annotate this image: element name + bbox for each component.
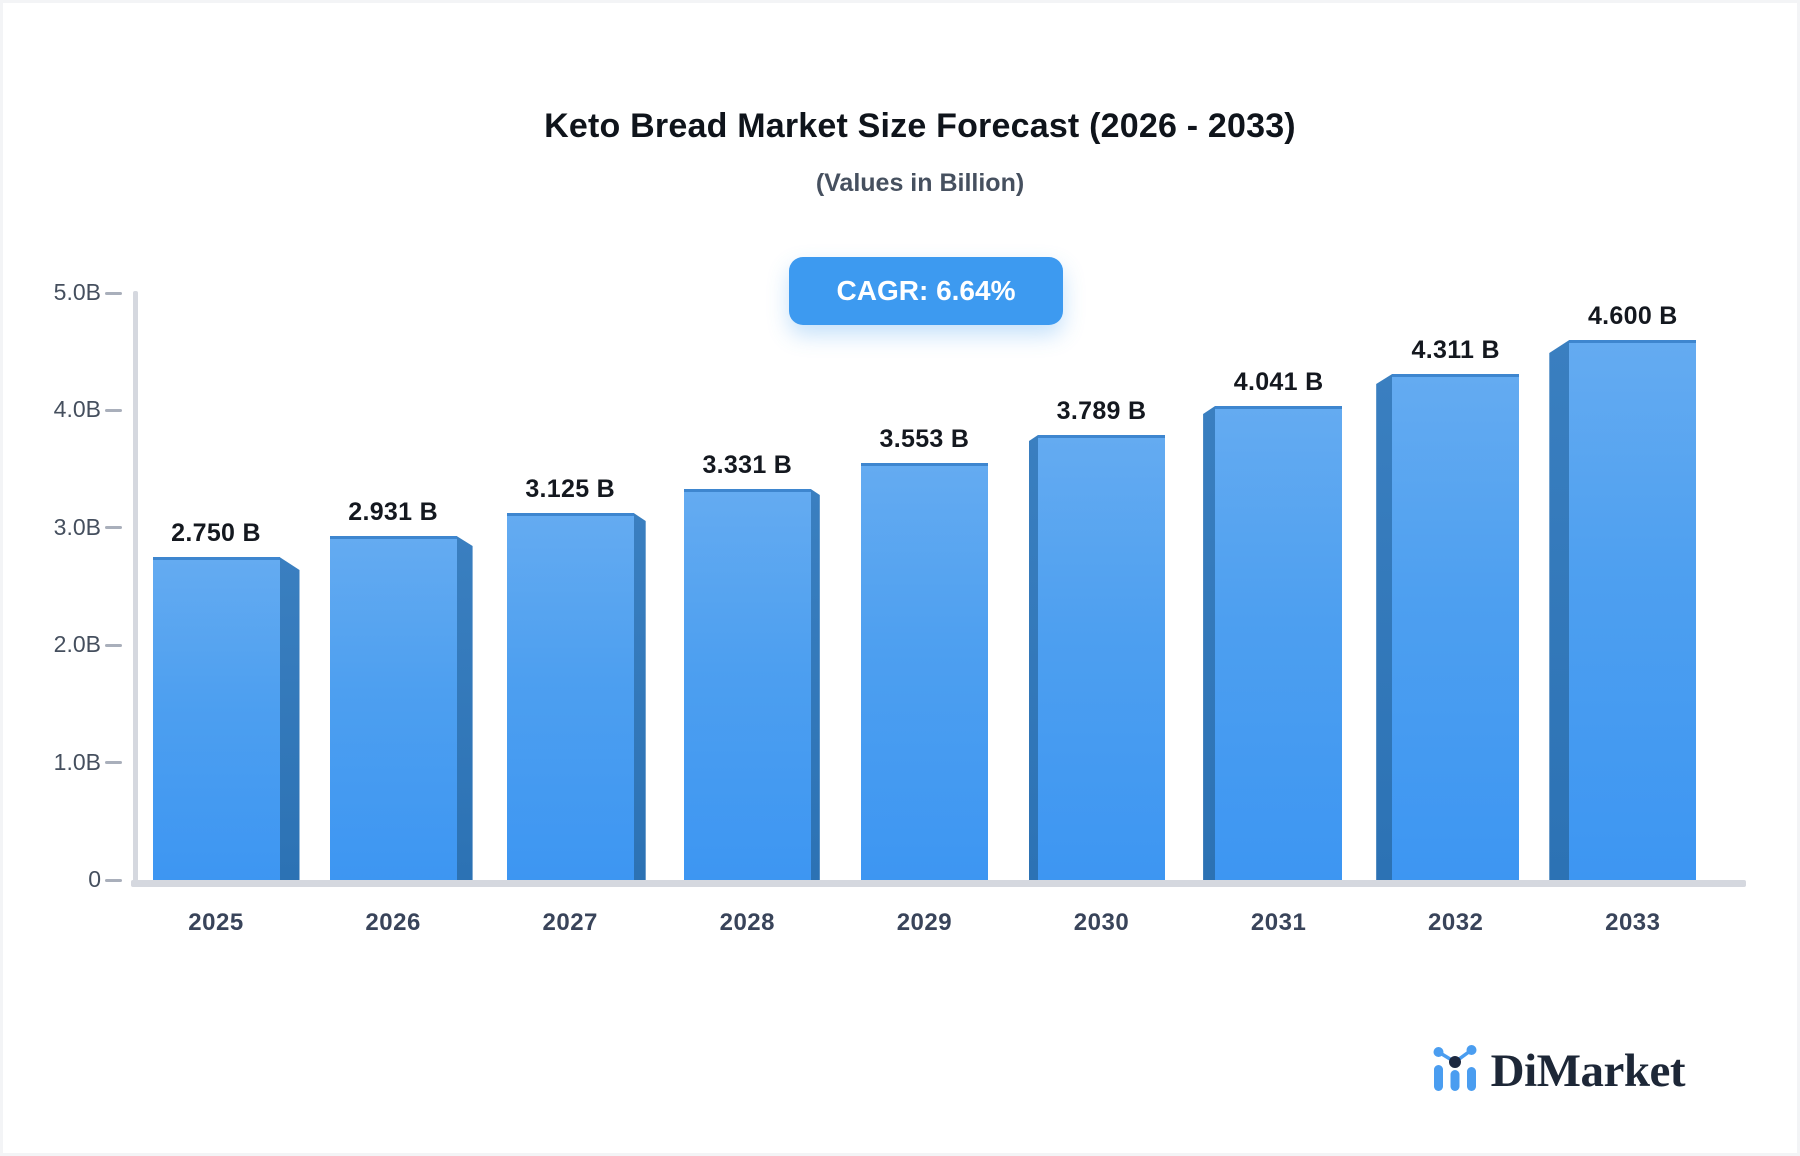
bar-side [633,513,646,880]
x-tick-label-2025: 2025 [188,909,244,936]
y-tick-label: 5.0B [53,279,101,305]
bar-value-label: 3.331 B [702,451,793,479]
bar-face-2030 [1038,435,1165,880]
x-tick-label-2028: 2028 [719,909,775,936]
y-tick-mark [105,291,122,295]
bar-value-label: 4.600 B [1587,302,1678,330]
bar-face-2032 [1392,374,1520,880]
bar-side [1376,374,1393,880]
brand-logo-icon [1433,1045,1477,1091]
bar-face-2025 [152,557,280,880]
bar-face-2029 [860,463,988,880]
x-tick-label-2032: 2032 [1427,909,1484,936]
brand-name: DiMarket [1490,1045,1686,1097]
brand-logo: DiMarket [1431,1043,1686,1097]
x-tick-label-2026: 2026 [365,909,421,936]
y-tick-mark [105,643,122,647]
y-tick-mark [105,526,122,530]
chart-subtitle: (Values in Billion) [815,169,1025,197]
cagr-badge: CAGR: 6.64% [789,257,1063,325]
y-tick-label: 0 [88,866,101,892]
y-tick-mark [105,878,122,882]
x-tick-label-2029: 2029 [896,909,953,936]
bar-side [1549,340,1570,880]
y-tick-mark [105,408,122,412]
x-tick-label-2027: 2027 [542,909,598,936]
bar-value-label: 2.931 B [348,498,438,526]
y-tick-label: 1.0B [53,748,101,775]
bar-value-label: 4.041 B [1233,368,1324,396]
y-axis-line [133,291,138,887]
bar-face-2028 [683,489,811,880]
bar-value-label: 2.750 B [171,519,261,547]
x-axis-line [131,880,1746,887]
x-tick-label-2031: 2031 [1250,909,1307,936]
bar-side [1029,435,1038,880]
y-tick-label: 2.0B [53,631,101,658]
bar-side [279,557,300,880]
y-tick-mark [105,761,122,765]
bar-side [1203,406,1216,880]
chart-title: Keto Bread Market Size Forecast (2026 - … [544,107,1296,145]
y-tick-label: 3.0B [53,513,101,540]
bar-side [810,489,820,880]
bar-value-label: 3.553 B [879,425,970,453]
bar-value-label: 3.125 B [525,475,616,503]
bar-face-2031 [1215,406,1343,880]
bar-value-label: 3.789 B [1056,397,1147,425]
x-tick-label-2033: 2033 [1605,909,1661,936]
bar-face-2027 [506,513,634,880]
bar-side [456,536,473,880]
y-tick-label: 4.0B [53,396,101,423]
bar-face-2033 [1569,340,1697,880]
x-tick-label-2030: 2030 [1073,909,1130,936]
bar-face-2026 [329,536,457,880]
bar-value-label: 4.311 B [1411,336,1500,364]
